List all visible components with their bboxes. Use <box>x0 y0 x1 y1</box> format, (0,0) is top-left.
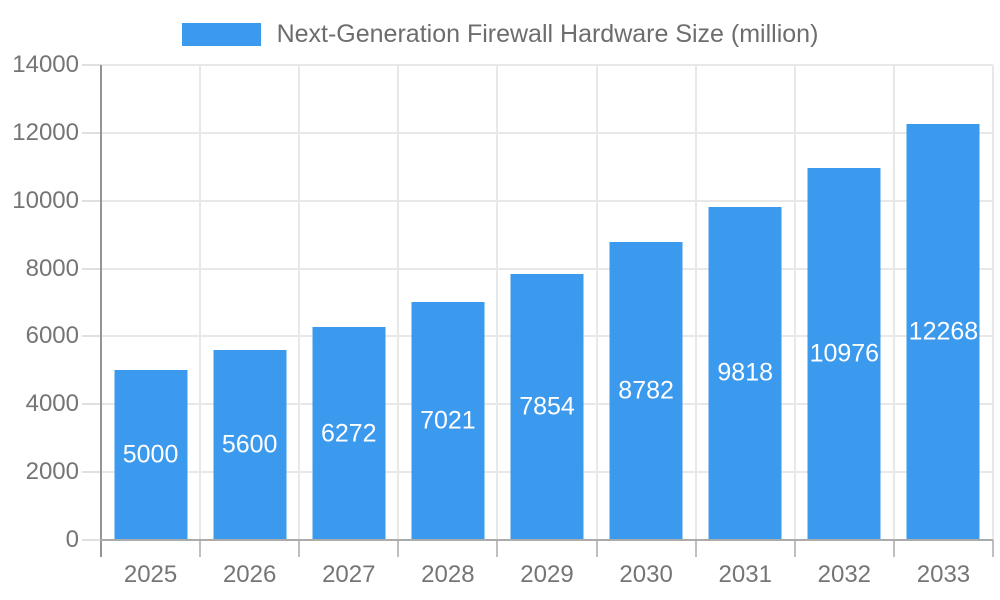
vertical-gridline <box>199 65 202 540</box>
x-tick-label: 2031 <box>718 561 772 588</box>
bar-value-label: 9818 <box>717 358 774 387</box>
bar-2032[interactable]: 10976 <box>807 167 881 540</box>
x-tick-label: 2030 <box>619 561 673 588</box>
y-tick-label: 12000 <box>12 118 79 146</box>
vertical-gridline <box>793 65 796 540</box>
bar-value-label: 7854 <box>519 392 575 421</box>
bar-2033[interactable]: 12268 <box>906 123 980 540</box>
vertical-gridline <box>595 65 598 540</box>
y-axis-tick <box>82 64 101 66</box>
bar-2025[interactable]: 5000 <box>114 370 188 540</box>
x-axis-tick <box>496 540 499 557</box>
x-axis-tick <box>397 540 400 557</box>
x-axis-tick <box>694 540 697 557</box>
x-axis-tick <box>992 540 994 557</box>
y-axis-tick <box>82 403 101 406</box>
x-axis-tick <box>298 540 301 557</box>
bar-value-label: 5600 <box>221 430 278 459</box>
vertical-gridline <box>298 65 301 540</box>
x-tick-label: 2033 <box>916 561 971 588</box>
y-axis-tick <box>82 199 101 202</box>
x-tick-label: 2025 <box>123 561 178 588</box>
vertical-gridline <box>496 65 499 540</box>
x-axis-tick <box>793 540 796 557</box>
vertical-gridline <box>694 65 697 540</box>
vertical-gridline <box>397 65 400 540</box>
bar-2031[interactable]: 9818 <box>708 206 782 540</box>
legend-swatch <box>181 23 261 46</box>
bar-value-label: 10976 <box>809 339 880 368</box>
bar-2027[interactable]: 6272 <box>312 327 386 540</box>
y-axis-tick <box>82 267 101 270</box>
y-tick-label: 8000 <box>25 254 79 282</box>
x-tick-label: 2029 <box>520 561 574 588</box>
y-tick-label: 4000 <box>25 390 79 418</box>
horizontal-gridline <box>101 199 993 202</box>
bar-value-label: 12268 <box>908 317 979 346</box>
x-axis-tick <box>892 540 895 557</box>
bar-value-label: 6272 <box>320 419 377 448</box>
vertical-gridline <box>992 65 994 540</box>
x-tick-label: 2032 <box>817 561 872 588</box>
bar-value-label: 7021 <box>420 406 476 435</box>
y-tick-label: 6000 <box>25 322 79 350</box>
x-axis-tick <box>199 540 202 557</box>
y-axis-tick <box>82 131 101 134</box>
y-tick-label: 2000 <box>25 458 79 486</box>
plot-area: 0 2000 4000 6000 8000 10000 12000 14000 5000 2025… <box>12 51 994 588</box>
bar-value-label: 5000 <box>122 440 179 469</box>
horizontal-gridline <box>101 131 993 134</box>
x-axis-tick <box>595 540 598 557</box>
x-tick-label: 2028 <box>421 561 475 588</box>
x-tick-label: 2026 <box>222 561 277 588</box>
bar-2028[interactable]: 7021 <box>411 301 485 540</box>
bar-2029[interactable]: 7854 <box>510 273 584 540</box>
horizontal-gridline <box>101 64 993 66</box>
y-tick-label: 0 <box>65 526 79 553</box>
x-axis-line <box>100 539 993 541</box>
y-axis-line <box>100 65 102 557</box>
y-axis-tick <box>82 471 101 474</box>
horizontal-gridline <box>101 267 993 270</box>
bar-value-label: 8782 <box>618 376 674 405</box>
bar-2026[interactable]: 5600 <box>213 350 287 540</box>
vertical-gridline <box>892 65 895 540</box>
y-axis-tick <box>82 539 101 541</box>
x-tick-label: 2027 <box>322 561 376 588</box>
legend-label: Next-Generation Firewall Hardware Size (… <box>276 20 819 48</box>
bar-2030[interactable]: 8782 <box>609 242 683 540</box>
legend-item[interactable]: Next-Generation Firewall Hardware Size (… <box>0 20 1000 49</box>
y-tick-label: 10000 <box>12 186 79 214</box>
y-axis-tick <box>82 335 101 338</box>
y-tick-label: 14000 <box>12 51 79 78</box>
